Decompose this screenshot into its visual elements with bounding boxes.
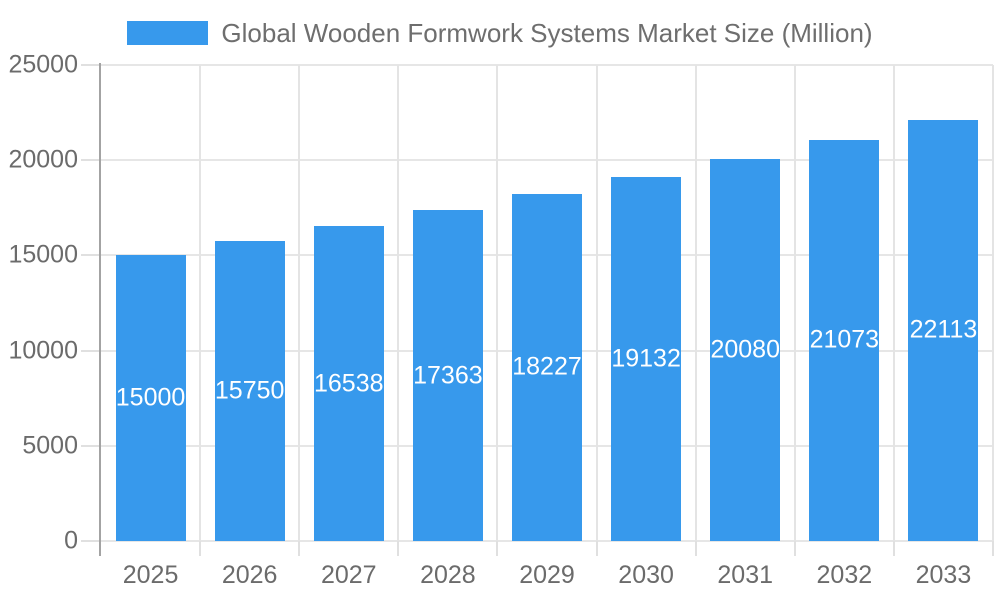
bar-2033[interactable] <box>908 119 979 541</box>
bar-value-label: 15750 <box>214 376 285 405</box>
bar-2030[interactable] <box>611 176 682 541</box>
y-axis-line <box>99 63 101 556</box>
bar-value-label: 18227 <box>512 352 582 381</box>
y-axis-tick <box>81 349 101 352</box>
x-axis-label: 2033 <box>915 561 972 589</box>
bar-value-label: 15000 <box>115 383 186 412</box>
bar-2027[interactable] <box>313 226 384 541</box>
y-gridline <box>101 159 993 162</box>
x-axis-label: 2027 <box>320 561 377 589</box>
bar-value-label: 20080 <box>710 335 780 364</box>
y-axis-tick <box>81 64 101 66</box>
x-gridline <box>793 65 796 541</box>
legend-title: Global Wooden Formwork Systems Market Si… <box>221 17 873 48</box>
x-axis-label: 2028 <box>420 561 476 589</box>
x-gridline <box>992 65 994 541</box>
x-axis-label: 2026 <box>221 561 278 589</box>
x-axis-label: 2031 <box>717 561 774 589</box>
y-axis-label: 0 <box>64 526 78 555</box>
x-axis-label: 2032 <box>816 561 873 589</box>
x-axis-label: 2025 <box>122 561 179 589</box>
y-axis-label: 15000 <box>8 240 78 269</box>
x-axis-tick <box>992 541 994 556</box>
x-gridline <box>397 65 400 541</box>
bar-2025[interactable] <box>115 255 186 541</box>
bar-2031[interactable] <box>710 158 781 541</box>
y-axis-label: 20000 <box>8 145 78 174</box>
bar-2028[interactable] <box>412 210 483 541</box>
y-axis-tick <box>81 254 101 257</box>
y-axis-label: 10000 <box>8 336 78 365</box>
x-gridline <box>595 65 598 541</box>
bar-2032[interactable] <box>809 139 880 541</box>
y-gridline <box>101 540 993 542</box>
x-axis-tick <box>397 541 400 556</box>
x-axis-label: 2030 <box>618 561 674 589</box>
y-axis-tick <box>81 540 101 542</box>
bar-value-label: 21073 <box>809 325 880 354</box>
bar-value-label: 19132 <box>611 344 681 373</box>
x-axis-tick <box>496 541 499 556</box>
legend-swatch <box>127 21 209 45</box>
x-gridline <box>199 65 202 541</box>
x-gridline <box>694 65 697 541</box>
x-axis-label: 2029 <box>519 561 575 589</box>
x-axis-tick <box>298 541 301 556</box>
y-axis-tick <box>81 444 101 447</box>
x-axis-tick <box>595 541 598 556</box>
y-axis-label: 25000 <box>8 50 78 79</box>
y-axis-tick <box>81 159 101 162</box>
x-axis-tick <box>694 541 697 556</box>
y-gridline <box>101 64 993 66</box>
legend[interactable]: Global Wooden Formwork Systems Market Si… <box>0 18 1000 48</box>
x-gridline <box>496 65 499 541</box>
bar-value-label: 17363 <box>413 361 483 390</box>
bar-2029[interactable] <box>512 193 582 541</box>
y-axis-label: 5000 <box>22 431 78 460</box>
x-axis-tick <box>892 541 895 556</box>
x-gridline <box>298 65 301 541</box>
x-gridline <box>892 65 895 541</box>
bar-value-label: 22113 <box>909 315 978 344</box>
bar-2026[interactable] <box>214 241 285 541</box>
bar-value-label: 16538 <box>314 369 384 398</box>
x-axis-tick <box>199 541 202 556</box>
x-axis-tick <box>793 541 796 556</box>
